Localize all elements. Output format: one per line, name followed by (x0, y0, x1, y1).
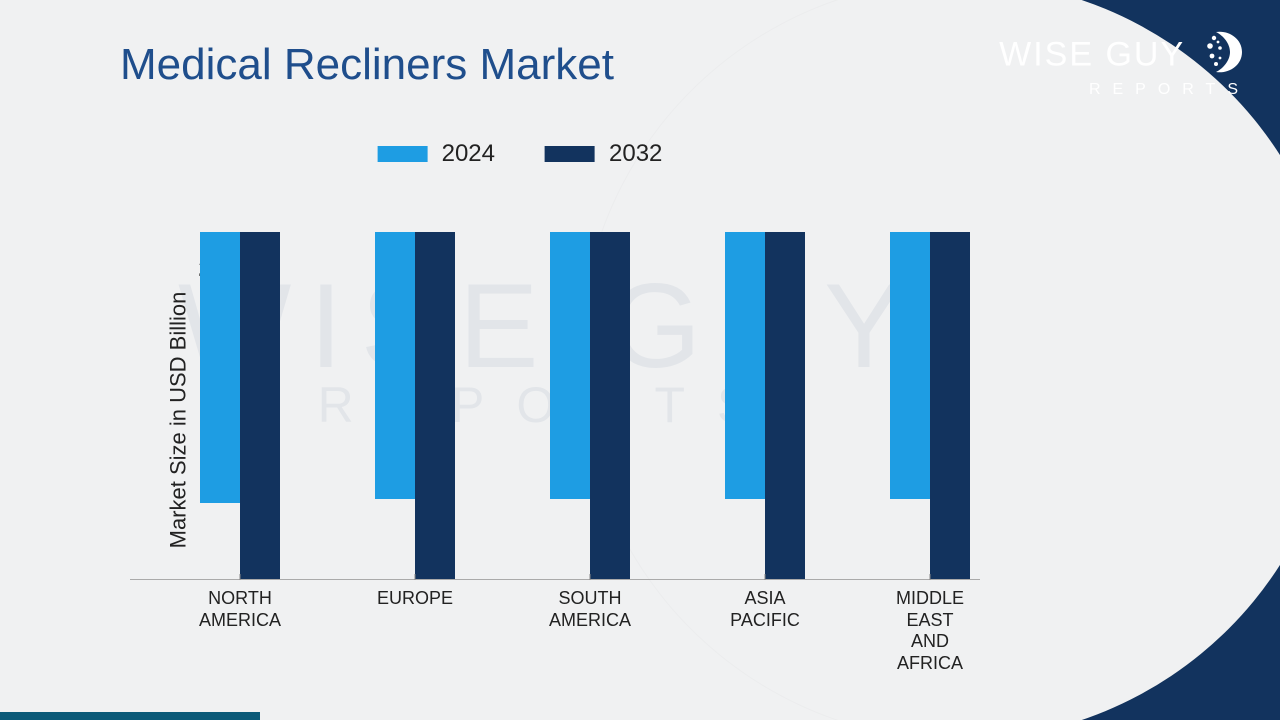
x-tick (590, 574, 591, 580)
plot-area: 2.03 (130, 180, 980, 580)
x-tick (930, 574, 931, 580)
chart: Market Size in USD Billion 2024 2032 2.0… (60, 140, 980, 700)
bar (725, 232, 765, 499)
bar-group (890, 232, 970, 579)
legend-item-2032: 2032 (545, 140, 662, 168)
bar (930, 232, 970, 579)
footer-accent-bar (0, 712, 260, 720)
legend-swatch-2024 (378, 146, 428, 162)
bar (890, 232, 930, 499)
bar (240, 232, 280, 579)
legend-label-2032: 2032 (609, 140, 662, 168)
bar (550, 232, 590, 499)
x-tick (765, 574, 766, 580)
legend-swatch-2032 (545, 146, 595, 162)
bar-group (375, 232, 455, 579)
x-tick (415, 574, 416, 580)
bar (415, 232, 455, 579)
x-axis-label: NORTHAMERICA (170, 588, 310, 631)
bar (200, 232, 240, 503)
legend-item-2024: 2024 (378, 140, 495, 168)
brand-logo: WISE GUY REPORTS (999, 28, 1250, 99)
x-tick (240, 574, 241, 580)
bar-group (725, 232, 805, 579)
page: WISE GUY REPORTS Medical Recliners Marke… (0, 0, 1280, 720)
legend-label-2024: 2024 (442, 140, 495, 168)
chart-title: Medical Recliners Market (120, 40, 614, 90)
bar (375, 232, 415, 499)
brand-head-icon (1202, 28, 1250, 85)
brand-line1: WISE GUY (999, 35, 1184, 73)
bar (765, 232, 805, 579)
bar (590, 232, 630, 579)
x-axis-label: SOUTHAMERICA (520, 588, 660, 631)
bar-group (200, 232, 280, 579)
bar-group (550, 232, 630, 579)
legend: 2024 2032 (378, 140, 663, 168)
x-axis-label: MIDDLEEASTANDAFRICA (860, 588, 1000, 674)
x-axis-label: ASIAPACIFIC (695, 588, 835, 631)
x-axis: NORTHAMERICA EUROPE SOUTHAMERICA ASIAPACIFI… (130, 580, 980, 700)
x-axis-label: EUROPE (345, 588, 485, 610)
